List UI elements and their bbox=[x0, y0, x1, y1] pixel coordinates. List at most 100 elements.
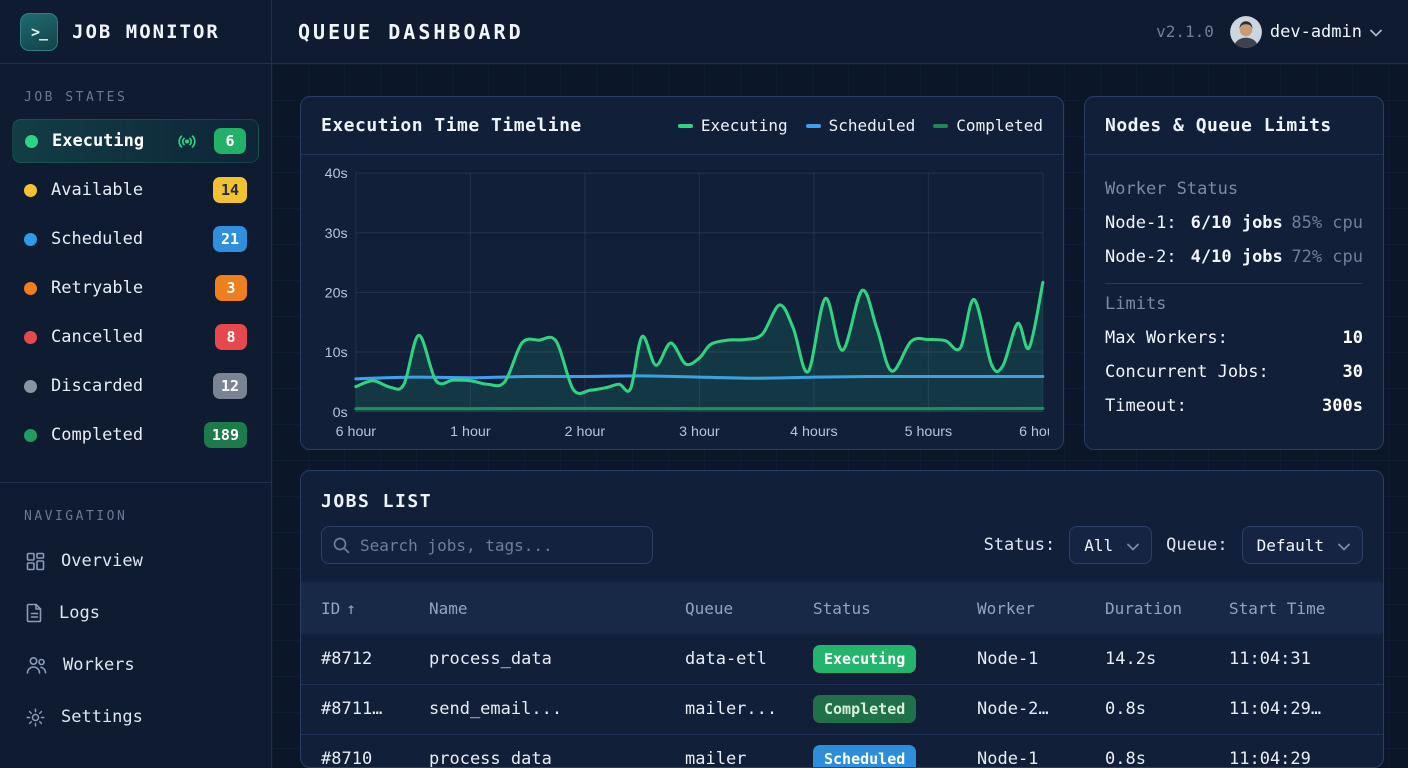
sidebar-item-available[interactable]: Available 14 bbox=[12, 168, 259, 212]
svg-text:40s: 40s bbox=[325, 166, 348, 182]
search-icon bbox=[332, 536, 350, 558]
terminal-icon: >_ bbox=[20, 12, 58, 51]
worker-status-row: Node-1: 6/10 jobs 85% cpu bbox=[1105, 213, 1363, 233]
state-label: Completed bbox=[51, 425, 144, 445]
state-label: Retryable bbox=[51, 278, 144, 298]
column-header-name[interactable]: Name bbox=[429, 582, 685, 634]
chart-legend: Executing Scheduled Completed bbox=[677, 116, 1043, 135]
status-dropdown[interactable]: All bbox=[1069, 526, 1153, 564]
sidebar-item-retryable[interactable]: Retryable 3 bbox=[12, 266, 259, 310]
column-header-worker[interactable]: Worker bbox=[977, 582, 1105, 634]
legend-label: Completed bbox=[956, 116, 1043, 135]
column-header-id[interactable]: ID ↑ bbox=[301, 582, 429, 634]
username-label: dev-admin bbox=[1269, 21, 1362, 42]
timeline-chart: 0s 10s 20s 30s 40s 6 hour 1 hour 2 hour 3 hour 4 … bbox=[325, 166, 1049, 440]
jobs-panel-inner: JOBS LIST Status: All Queue: Default bbox=[301, 471, 1383, 767]
timeline-panel-header: Execution Time Timeline Executing Schedul… bbox=[301, 97, 1063, 155]
count-badge: 12 bbox=[212, 373, 247, 399]
job-queue: mailer... bbox=[685, 684, 813, 735]
job-status-cell: Executing bbox=[813, 634, 977, 685]
app-title: JOB MONITOR bbox=[72, 20, 220, 43]
table-row[interactable]: #8712 process_data data-etl Executing Node-1… bbox=[301, 634, 1383, 685]
nodes-panel-header: Nodes & Queue Limits bbox=[1085, 97, 1383, 155]
sidebar-item-executing[interactable]: Executing 6 bbox=[12, 119, 259, 163]
state-dot bbox=[24, 428, 37, 442]
svg-text:1 hour: 1 hour bbox=[450, 424, 491, 440]
jobs-table-head: ID ↑ Name Queue Status Worker Duration Start Ti… bbox=[301, 582, 1383, 634]
nodes-divider bbox=[1105, 283, 1363, 284]
worker-cpu: 72% cpu bbox=[1291, 247, 1363, 267]
limit-row: Concurrent Jobs: 30 bbox=[1105, 362, 1363, 382]
count-badge: 3 bbox=[215, 275, 247, 301]
navigation-section-label: NAVIGATION bbox=[24, 509, 128, 524]
sidebar-item-settings[interactable]: Settings bbox=[12, 694, 259, 740]
nav-label: Logs bbox=[59, 603, 100, 623]
filter-label-status: Status: bbox=[983, 535, 1056, 555]
sidebar-item-completed[interactable]: Completed 189 bbox=[12, 413, 259, 457]
state-label: Scheduled bbox=[51, 229, 144, 249]
queue-dropdown[interactable]: Default bbox=[1241, 526, 1363, 564]
job-worker: Node-1 bbox=[977, 734, 1105, 767]
sidebar-item-overview[interactable]: Overview bbox=[12, 538, 259, 584]
user-menu[interactable]: dev-admin bbox=[1229, 15, 1382, 48]
job-start-time: 11:04:29 bbox=[1229, 734, 1383, 767]
timeline-panel: Execution Time Timeline Executing Schedul… bbox=[300, 96, 1064, 450]
job-id-link: #8712 bbox=[301, 634, 429, 685]
svg-text:6 hour: 6 hour bbox=[336, 424, 377, 440]
column-header-status[interactable]: Status bbox=[813, 582, 977, 634]
limit-label: Timeout: bbox=[1105, 396, 1187, 416]
svg-text:0s: 0s bbox=[333, 405, 348, 421]
legend-swatch bbox=[677, 123, 693, 128]
limits-label: Limits bbox=[1105, 294, 1167, 314]
job-status-cell: Completed bbox=[813, 684, 977, 735]
limit-label: Concurrent Jobs: bbox=[1105, 362, 1269, 382]
count-badge: 6 bbox=[214, 128, 246, 154]
table-row[interactable]: #8711… send_email... mailer... Completed Nod… bbox=[301, 684, 1383, 735]
svg-text:3 hour: 3 hour bbox=[679, 424, 720, 440]
svg-text:10s: 10s bbox=[325, 345, 348, 361]
avatar bbox=[1229, 15, 1262, 48]
status-badge: Completed bbox=[813, 695, 917, 723]
job-id-link: #8710 bbox=[301, 734, 429, 767]
job-status-cell: Scheduled bbox=[813, 734, 977, 767]
topbar: QUEUE DASHBOARD v2.1.0 bbox=[272, 0, 1408, 64]
sidebar-item-cancelled[interactable]: Cancelled 8 bbox=[12, 315, 259, 359]
legend-label: Scheduled bbox=[828, 116, 916, 135]
limit-label: Max Workers: bbox=[1105, 328, 1228, 348]
column-header-duration[interactable]: Duration bbox=[1105, 582, 1229, 634]
sidebar-item-discarded[interactable]: Discarded 12 bbox=[12, 364, 259, 408]
legend-swatch bbox=[805, 123, 821, 128]
column-header-start-time[interactable]: Start Time bbox=[1229, 582, 1383, 634]
job-states-section-label: JOB STATES bbox=[24, 90, 128, 105]
sidebar-item-workers[interactable]: Workers bbox=[12, 642, 259, 688]
job-name: process_data bbox=[429, 734, 685, 767]
sort-arrow-icon: ↑ bbox=[346, 598, 356, 618]
gear-icon bbox=[26, 707, 45, 727]
table-row[interactable]: #8710 process_data mailer Scheduled Node-1 0.… bbox=[301, 734, 1383, 767]
version-label: v2.1.0 bbox=[1156, 22, 1214, 41]
worker-cpu: 85% cpu bbox=[1291, 213, 1363, 233]
svg-text:20s: 20s bbox=[325, 286, 348, 302]
svg-text:5 hours: 5 hours bbox=[905, 424, 953, 440]
chevron-down-icon bbox=[1370, 22, 1382, 41]
state-dot bbox=[24, 232, 37, 246]
column-header-queue[interactable]: Queue bbox=[685, 582, 813, 634]
search-input[interactable] bbox=[321, 526, 653, 564]
chart-body: 0s 10s 20s 30s 40s 6 hour 1 hour 2 hour 3 hour 4 … bbox=[301, 155, 1063, 449]
worker-status-row: Node-2: 4/10 jobs 72% cpu bbox=[1105, 247, 1363, 267]
sidebar-item-logs[interactable]: Logs bbox=[12, 590, 259, 636]
sidebar-item-scheduled[interactable]: Scheduled 21 bbox=[12, 217, 259, 261]
jobs-toolbar: Status: All Queue: Default bbox=[301, 512, 1383, 582]
main-area: QUEUE DASHBOARD v2.1.0 bbox=[272, 0, 1408, 768]
limit-value: 30 bbox=[1342, 362, 1363, 382]
state-dot bbox=[24, 330, 37, 344]
sidebar-divider bbox=[0, 482, 271, 483]
state-dot bbox=[24, 379, 37, 393]
state-dot bbox=[24, 281, 37, 295]
job-queue: mailer bbox=[685, 734, 813, 767]
jobs-filters: Status: All Queue: Default bbox=[984, 526, 1363, 564]
topbar-right: v2.1.0 dev-admin bbox=[1156, 15, 1382, 48]
job-states-list: Executing 6 Available 14 Scheduled 21 Retryabl… bbox=[0, 119, 271, 462]
nav-label: Settings bbox=[61, 707, 143, 727]
